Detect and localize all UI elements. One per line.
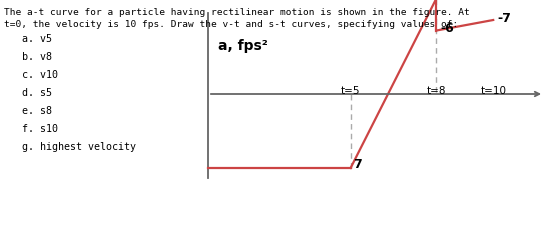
Text: f. s10: f. s10 (22, 124, 58, 134)
Text: g. highest velocity: g. highest velocity (22, 142, 136, 152)
Text: c. v10: c. v10 (22, 70, 58, 80)
Text: t=8: t=8 (426, 86, 446, 96)
Text: a. v5: a. v5 (22, 34, 52, 44)
Text: b. v8: b. v8 (22, 52, 52, 62)
Text: t=5: t=5 (341, 86, 361, 96)
Text: -9: -9 (427, 0, 441, 2)
Text: -6: -6 (440, 22, 454, 35)
Text: t=0, the velocity is 10 fps. Draw the v-t and s-t curves, specifying values of:: t=0, the velocity is 10 fps. Draw the v-… (4, 20, 458, 29)
Text: -7: -7 (497, 12, 511, 25)
Text: e. s8: e. s8 (22, 106, 52, 116)
Text: t=10: t=10 (480, 86, 506, 96)
Text: The a-t curve for a particle having rectilinear motion is shown in the figure. A: The a-t curve for a particle having rect… (4, 8, 470, 17)
Text: d. s5: d. s5 (22, 88, 52, 98)
Text: 7: 7 (353, 158, 362, 171)
Text: a, fps²: a, fps² (218, 39, 268, 53)
